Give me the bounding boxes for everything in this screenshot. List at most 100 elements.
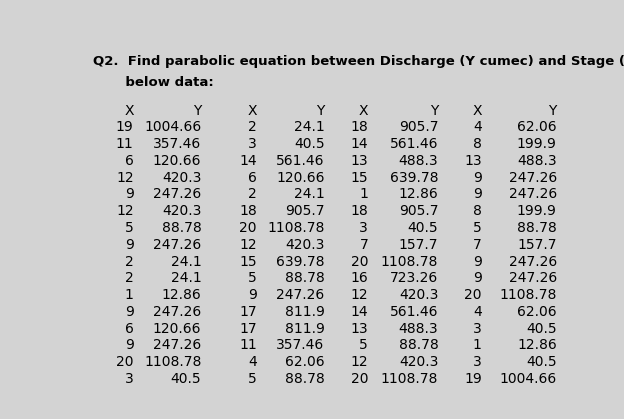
Text: 19: 19 — [464, 372, 482, 386]
Text: 1: 1 — [473, 339, 482, 352]
Text: 247.26: 247.26 — [276, 288, 324, 302]
Text: 199.9: 199.9 — [517, 137, 557, 151]
Text: 247.26: 247.26 — [509, 271, 557, 285]
Text: 14: 14 — [351, 137, 368, 151]
Text: 420.3: 420.3 — [162, 171, 202, 185]
Text: 62.06: 62.06 — [517, 120, 557, 134]
Text: 639.78: 639.78 — [276, 254, 324, 269]
Text: 13: 13 — [351, 154, 368, 168]
Text: 6: 6 — [125, 322, 134, 336]
Text: 1: 1 — [125, 288, 134, 302]
Text: X: X — [248, 103, 257, 117]
Text: 3: 3 — [359, 221, 368, 235]
Text: 12: 12 — [116, 171, 134, 185]
Text: 3: 3 — [473, 322, 482, 336]
Text: 2: 2 — [125, 271, 134, 285]
Text: 905.7: 905.7 — [285, 204, 324, 218]
Text: 20: 20 — [240, 221, 257, 235]
Text: 3: 3 — [125, 372, 134, 386]
Text: 18: 18 — [351, 204, 368, 218]
Text: 7: 7 — [473, 238, 482, 252]
Text: 18: 18 — [239, 204, 257, 218]
Text: 8: 8 — [473, 137, 482, 151]
Text: 247.26: 247.26 — [509, 187, 557, 202]
Text: 9: 9 — [125, 187, 134, 202]
Text: 12.86: 12.86 — [517, 339, 557, 352]
Text: 7: 7 — [359, 238, 368, 252]
Text: below data:: below data: — [92, 76, 213, 89]
Text: 1108.78: 1108.78 — [144, 355, 202, 369]
Text: 247.26: 247.26 — [509, 254, 557, 269]
Text: 9: 9 — [125, 238, 134, 252]
Text: 9: 9 — [473, 171, 482, 185]
Text: 11: 11 — [239, 339, 257, 352]
Text: 6: 6 — [125, 154, 134, 168]
Text: 561.46: 561.46 — [276, 154, 324, 168]
Text: 157.7: 157.7 — [517, 238, 557, 252]
Text: 420.3: 420.3 — [399, 355, 438, 369]
Text: 14: 14 — [351, 305, 368, 319]
Text: 357.46: 357.46 — [276, 339, 324, 352]
Text: 1004.66: 1004.66 — [144, 120, 202, 134]
Text: 12: 12 — [240, 238, 257, 252]
Text: 3: 3 — [248, 137, 257, 151]
Text: 5: 5 — [125, 221, 134, 235]
Text: Y: Y — [193, 103, 202, 117]
Text: 488.3: 488.3 — [399, 322, 438, 336]
Text: 62.06: 62.06 — [285, 355, 324, 369]
Text: 488.3: 488.3 — [517, 154, 557, 168]
Text: 40.5: 40.5 — [526, 322, 557, 336]
Text: 12: 12 — [351, 355, 368, 369]
Text: 247.26: 247.26 — [153, 305, 202, 319]
Text: 88.78: 88.78 — [399, 339, 438, 352]
Text: 24.1: 24.1 — [294, 187, 324, 202]
Text: 9: 9 — [473, 254, 482, 269]
Text: 5: 5 — [248, 271, 257, 285]
Text: 14: 14 — [240, 154, 257, 168]
Text: 811.9: 811.9 — [285, 305, 324, 319]
Text: 2: 2 — [125, 254, 134, 269]
Text: 247.26: 247.26 — [153, 238, 202, 252]
Text: 9: 9 — [125, 339, 134, 352]
Text: 15: 15 — [240, 254, 257, 269]
Text: 120.66: 120.66 — [153, 154, 202, 168]
Text: 20: 20 — [464, 288, 482, 302]
Text: 24.1: 24.1 — [170, 271, 202, 285]
Text: 4: 4 — [473, 120, 482, 134]
Text: 561.46: 561.46 — [390, 305, 438, 319]
Text: 24.1: 24.1 — [294, 120, 324, 134]
Text: 12.86: 12.86 — [162, 288, 202, 302]
Text: 723.26: 723.26 — [390, 271, 438, 285]
Text: 199.9: 199.9 — [517, 204, 557, 218]
Text: 9: 9 — [473, 187, 482, 202]
Text: 1004.66: 1004.66 — [500, 372, 557, 386]
Text: 12: 12 — [116, 204, 134, 218]
Text: Y: Y — [430, 103, 438, 117]
Text: 12: 12 — [351, 288, 368, 302]
Text: 157.7: 157.7 — [399, 238, 438, 252]
Text: Y: Y — [316, 103, 324, 117]
Text: Q2.  Find parabolic equation between Discharge (Y cumec) and Stage (x m) for the: Q2. Find parabolic equation between Disc… — [92, 55, 624, 68]
Text: 62.06: 62.06 — [517, 305, 557, 319]
Text: 40.5: 40.5 — [407, 221, 438, 235]
Text: 247.26: 247.26 — [509, 171, 557, 185]
Text: 1108.78: 1108.78 — [499, 288, 557, 302]
Text: 1108.78: 1108.78 — [267, 221, 324, 235]
Text: 88.78: 88.78 — [285, 271, 324, 285]
Text: 120.66: 120.66 — [153, 322, 202, 336]
Text: X: X — [124, 103, 134, 117]
Text: 4: 4 — [248, 355, 257, 369]
Text: 9: 9 — [248, 288, 257, 302]
Text: 13: 13 — [464, 154, 482, 168]
Text: 17: 17 — [240, 305, 257, 319]
Text: X: X — [359, 103, 368, 117]
Text: 11: 11 — [116, 137, 134, 151]
Text: 15: 15 — [351, 171, 368, 185]
Text: 24.1: 24.1 — [170, 254, 202, 269]
Text: 811.9: 811.9 — [285, 322, 324, 336]
Text: 905.7: 905.7 — [399, 204, 438, 218]
Text: 2: 2 — [248, 187, 257, 202]
Text: 247.26: 247.26 — [153, 339, 202, 352]
Text: 12.86: 12.86 — [399, 187, 438, 202]
Text: 17: 17 — [240, 322, 257, 336]
